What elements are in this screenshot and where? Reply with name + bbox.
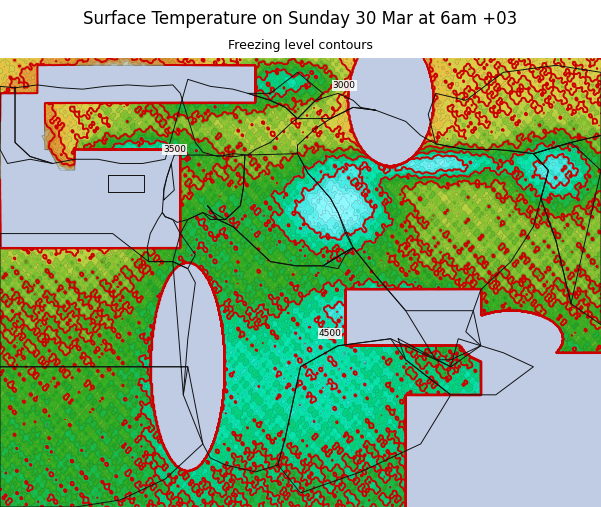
Text: 3000: 3000 xyxy=(332,81,356,90)
Text: Surface Temperature on Sunday 30 Mar at 6am +03: Surface Temperature on Sunday 30 Mar at … xyxy=(84,10,517,28)
Text: 4500: 4500 xyxy=(319,329,341,338)
Text: 3500: 3500 xyxy=(163,145,186,154)
Text: Freezing level contours: Freezing level contours xyxy=(228,39,373,52)
